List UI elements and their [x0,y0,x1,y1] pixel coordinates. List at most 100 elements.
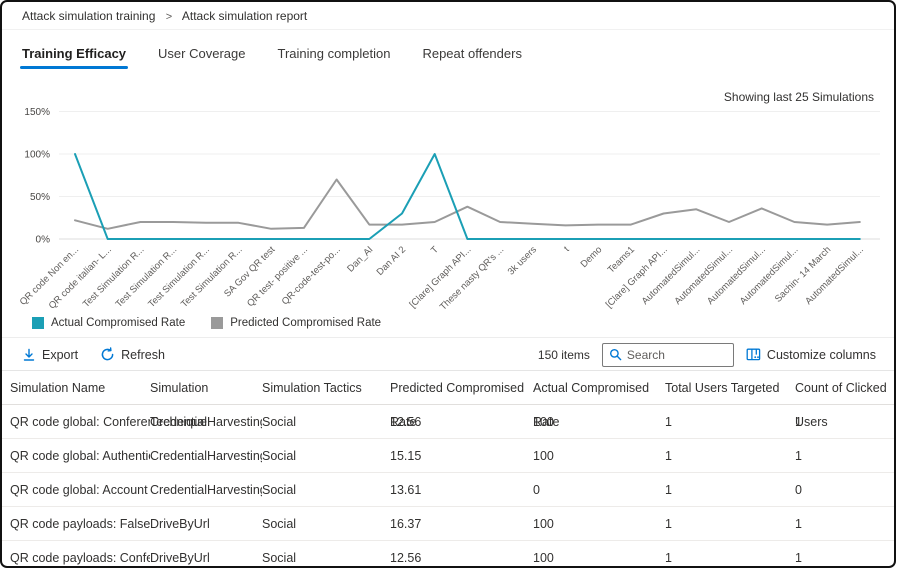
table-cell: 100 [533,551,554,565]
search-icon [609,349,622,361]
table-body: QR code global: Conferenc... CredentialHa… [2,405,894,566]
tab-training-completion[interactable]: Training completion [277,46,391,61]
predicted-rate-swatch [211,317,224,329]
legend-actual-label: Actual Compromised Rate [51,317,186,329]
x-axis-label: QR test- positive ... [245,244,310,309]
table-header-row: Simulation Name Simulation Technique Sim… [2,371,894,429]
table-cell: 15.15 [390,449,422,463]
toolbar-right-group: 150 items Customize columns [537,342,876,367]
x-axis-label: Test Simulation R... [146,244,212,310]
table-cell: 16.37 [390,517,422,531]
table-cell: Social [262,517,297,531]
table-cell: 0 [533,483,540,497]
table-cell: QR code payloads: Confere... [10,551,150,565]
table-cell: 0 [795,483,802,497]
legend-predicted-label: Predicted Compromised Rate [230,317,382,329]
table-cell: 1 [665,483,672,497]
table-row[interactable]: QR code global: Conferenc...CredentialHa… [2,405,894,439]
tab-repeat-offenders[interactable]: Repeat offenders [422,46,522,61]
table-cell: 1 [665,449,672,463]
tab-training-efficacy[interactable]: Training Efficacy [19,46,129,69]
tab-user-coverage[interactable]: User Coverage [158,46,246,61]
x-axis-label: AutomatedSimul... [803,244,866,307]
table-cell: Social [262,415,297,429]
col-predicted-compromised-rate[interactable]: Predicted Compromised Rate [390,381,525,429]
table-cell: QR code global: Account S... [10,483,150,497]
table-cell: DriveByUrl [150,551,210,565]
legend-toolbar-divider [2,337,894,338]
x-axis-label: AutomatedSimul... [705,244,768,307]
table-cell: QR code global: Authentic... [10,449,150,463]
col-simulation-name[interactable]: Simulation Name [10,381,106,395]
breadcrumb-separator: > [165,11,173,23]
legend-actual-compromised-rate: Actual Compromised Rate [32,317,185,329]
x-axis-label: These nasty QR's ... [438,244,506,312]
table-cell: 1 [665,415,672,429]
download-icon [23,348,35,361]
table-cell: 1 [795,415,802,429]
table-cell: QR code global: Conferenc... [10,415,150,429]
x-axis-label: QR code italian- L... [47,244,114,311]
training-efficacy-line-chart: 0% 50% 100% 150% QR code Non en...QR code it… [18,107,880,313]
table-cell: 100 [533,517,554,531]
col-count-of-clicked-users[interactable]: Count of Clicked Users [795,381,887,429]
export-label: Export [42,347,79,362]
table-cell: QR code payloads: False Ch... [10,517,150,531]
actual-rate-swatch [32,317,44,329]
chart-legend: Actual Compromised Rate Predicted Compro… [32,317,381,329]
search-box[interactable] [601,342,734,367]
table-row[interactable]: QR code global: Authentic... CredentialHa… [2,439,894,473]
x-axis-label: [Clare] Graph API... [604,244,670,310]
x-axis-label: Teams1 [606,244,637,275]
predicted-compromised-rate-line [74,178,861,230]
table-row[interactable]: QR code payloads: False Ch...DriveByUrl S… [2,507,894,541]
refresh-icon [101,347,114,361]
customize-columns-label: Customize columns [766,347,876,362]
table-cell: CredentialHarvesting [150,449,262,463]
legend-predicted-compromised-rate: Predicted Compromised Rate [211,317,381,329]
table-cell: 1 [795,551,802,565]
y-axis-tick: 50% [30,192,50,203]
table-cell: 1 [665,517,672,531]
refresh-button[interactable]: Refresh [100,347,165,362]
col-actual-compromised-rate[interactable]: Actual Compromised Rate [533,381,650,429]
tab-bar: Training Efficacy User Coverage Training… [19,46,522,69]
table-row[interactable]: QR code global: Account S...CredentialHa… [2,473,894,507]
table-cell: 12.56 [390,551,422,565]
table-cell: DriveByUrl [150,517,210,531]
table-cell: CredentialHarvesting [150,483,262,497]
actual-compromised-rate-line [74,153,861,240]
items-count: 150 items [537,347,590,362]
search-input[interactable] [626,347,717,362]
col-total-users-targeted[interactable]: Total Users Targeted [665,381,780,395]
x-axis-label: AutomatedSimul... [738,244,801,307]
x-axis-label: t [562,244,572,254]
y-axis-tick: 100% [24,150,50,161]
table-cell: 12.56 [390,415,422,429]
x-axis-label: QR-code-test-po... [280,244,343,307]
x-axis-label: Dan_AI [345,244,375,274]
x-axis-label: Test Simulation R... [114,244,180,310]
simulations-table: Simulation Name Simulation Technique Sim… [2,370,894,566]
table-toolbar: Export Refresh 150 items [22,341,876,368]
table-cell: 1 [795,449,802,463]
table-cell: Social [262,449,297,463]
x-axis-label: 3k users [506,244,539,277]
customize-columns-button[interactable]: Customize columns [746,347,876,362]
table-row[interactable]: QR code payloads: Confere...DriveByUrl So… [2,541,894,566]
table-cell: 1 [795,517,802,531]
x-axis-label: Sachin- 14 March [773,244,833,304]
x-axis-label: T [429,244,441,256]
refresh-label: Refresh [121,347,165,362]
x-axis-label: AutomatedSimul... [640,244,703,307]
y-axis-tick: 0% [36,235,51,246]
x-axis-label: Demo [579,244,605,270]
export-button[interactable]: Export [22,348,78,362]
col-simulation-tactics[interactable]: Simulation Tactics [262,381,362,395]
col-simulation-technique[interactable]: Simulation Technique [150,381,209,429]
x-axis-label: Test Simulation R... [179,244,245,310]
x-axis-label: QR code Non en... [18,244,81,307]
showing-last-simulations-label: Showing last 25 Simulations [723,90,874,104]
breadcrumb-attack-simulation-training[interactable]: Attack simulation training [22,9,156,23]
